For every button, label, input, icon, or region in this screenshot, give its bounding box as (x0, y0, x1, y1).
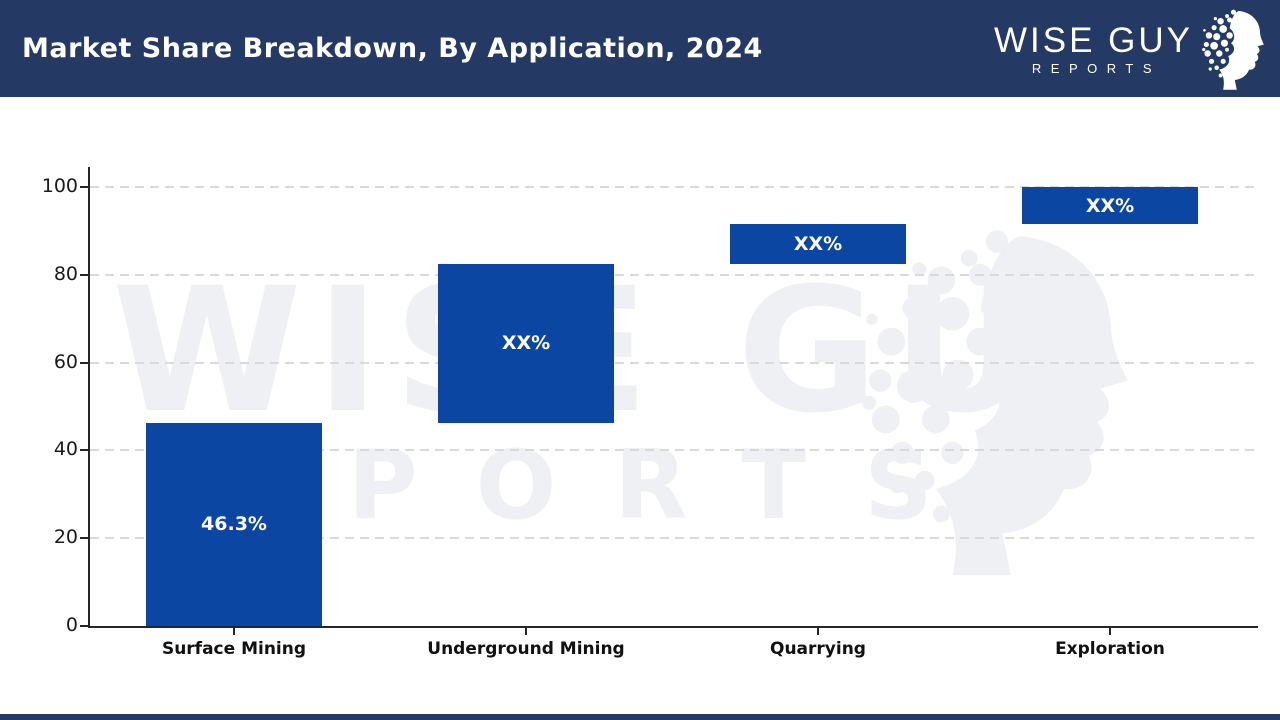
x-tick-mark (525, 628, 527, 635)
x-category-label: Quarrying (770, 639, 866, 659)
logo-wordmark-text: WISE GUY (993, 20, 1193, 60)
logo-subtitle-text: REPORTS (1031, 60, 1162, 76)
gridline (90, 449, 1256, 452)
y-tick-label: 0 (65, 614, 78, 636)
bar: XX% (438, 263, 614, 423)
wiseguy-logo: WISE GUY REPORTS (994, 7, 1266, 91)
x-axis-spine (88, 626, 1258, 628)
x-tick-mark (817, 628, 819, 635)
x-tick-mark (1109, 628, 1111, 635)
bar: XX% (730, 224, 906, 264)
y-tick-label: 100 (41, 175, 78, 197)
x-category-label: Exploration (1055, 639, 1165, 659)
header: Market Share Breakdown, By Application, … (0, 0, 1280, 97)
y-tick-label: 20 (53, 526, 78, 549)
y-tick-label: 40 (53, 438, 78, 461)
bar-value-label: XX% (793, 233, 843, 256)
bar: 46.3% (146, 422, 322, 626)
gridline (90, 273, 1256, 276)
y-tick-mark (80, 361, 88, 364)
bar-value-label: XX% (501, 332, 551, 355)
x-category-label: Underground Mining (427, 639, 625, 659)
y-tick-mark (80, 273, 88, 276)
logo-head-icon (1202, 9, 1264, 90)
x-category-label: Surface Mining (161, 639, 307, 659)
gridline (90, 537, 1256, 540)
y-tick-label: 60 (53, 350, 78, 373)
y-tick-mark (80, 625, 88, 627)
y-tick-label: 80 (53, 262, 78, 285)
bar-value-label: XX% (1085, 194, 1135, 217)
y-tick-mark (80, 449, 88, 452)
gridline (90, 361, 1256, 364)
y-axis-spine (88, 167, 90, 628)
y-tick-mark (80, 537, 88, 540)
gridline (90, 186, 1256, 188)
y-tick-mark (80, 186, 88, 188)
x-tick-mark (233, 628, 235, 635)
bar-value-label: 46.3% (201, 513, 267, 536)
bar: XX% (1022, 187, 1198, 225)
footer-bar (0, 714, 1280, 720)
page-title: Market Share Breakdown, By Application, … (22, 33, 763, 64)
logo-wordmark: WISE GUY REPORTS (994, 23, 1193, 75)
watermark-text-line2: PORTS (348, 431, 991, 541)
